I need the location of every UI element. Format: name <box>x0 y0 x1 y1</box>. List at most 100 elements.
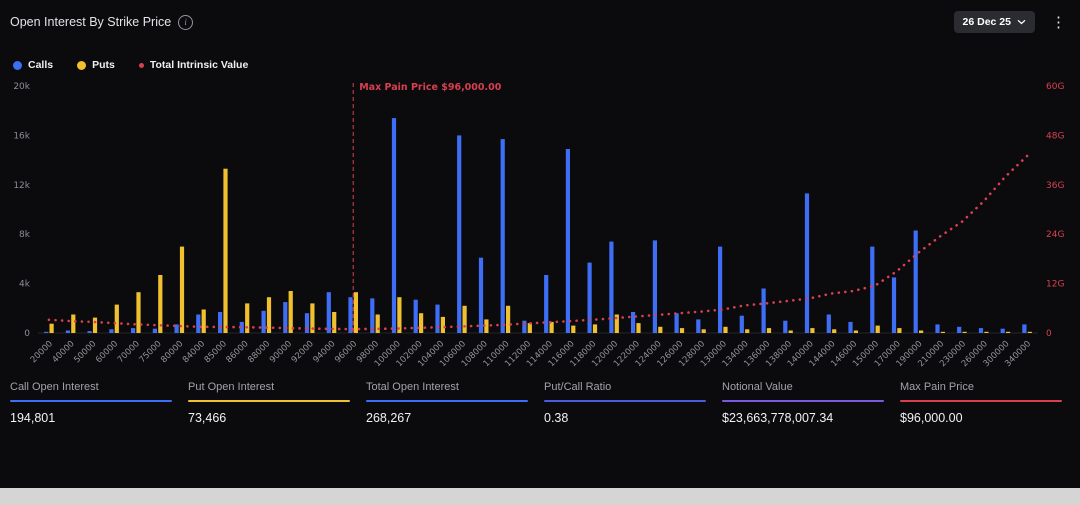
call-bar[interactable] <box>609 241 614 333</box>
legend-item-calls[interactable]: Calls <box>13 59 53 71</box>
call-bar[interactable] <box>587 262 592 333</box>
call-bar[interactable] <box>1022 324 1027 333</box>
call-bar[interactable] <box>565 149 570 333</box>
call-bar[interactable] <box>435 304 440 333</box>
call-bar[interactable] <box>1000 328 1005 333</box>
put-bar[interactable] <box>223 168 228 333</box>
call-bar[interactable] <box>522 320 527 334</box>
call-bar[interactable] <box>239 321 244 333</box>
call-bar[interactable] <box>696 319 701 333</box>
put-bar[interactable] <box>571 325 576 333</box>
call-bar[interactable] <box>283 302 288 333</box>
put-bar[interactable] <box>506 305 511 333</box>
call-bar[interactable] <box>718 246 723 333</box>
call-bar[interactable] <box>957 326 962 333</box>
put-bar[interactable] <box>701 329 706 333</box>
call-bar[interactable] <box>913 230 918 334</box>
put-bar[interactable] <box>832 329 837 333</box>
put-bar[interactable] <box>158 275 163 333</box>
put-bar[interactable] <box>71 314 76 334</box>
expiry-date-selector[interactable]: 26 Dec 25 <box>953 11 1035 33</box>
put-bar[interactable] <box>440 316 445 333</box>
put-bar[interactable] <box>419 313 424 333</box>
call-bar[interactable] <box>804 193 810 333</box>
put-bar[interactable] <box>897 328 902 333</box>
put-bar[interactable] <box>484 319 489 333</box>
put-bar[interactable] <box>984 331 989 333</box>
put-bar[interactable] <box>723 326 728 333</box>
call-bar[interactable] <box>65 330 70 334</box>
call-bar[interactable] <box>109 329 114 333</box>
call-bar[interactable] <box>848 321 853 333</box>
call-bar[interactable] <box>391 118 397 333</box>
put-bar[interactable] <box>810 328 815 333</box>
call-bar[interactable] <box>978 328 984 333</box>
put-bar[interactable] <box>179 246 185 333</box>
put-bar[interactable] <box>288 291 293 333</box>
put-bar[interactable] <box>1027 331 1032 333</box>
call-bar[interactable] <box>652 240 657 333</box>
put-bar[interactable] <box>49 323 54 333</box>
call-bar[interactable] <box>674 313 679 333</box>
put-bar[interactable] <box>745 329 750 333</box>
put-bar[interactable] <box>462 305 467 333</box>
put-bar[interactable] <box>853 330 858 334</box>
call-bar[interactable] <box>131 328 136 333</box>
call-bar[interactable] <box>370 298 375 333</box>
put-bar[interactable] <box>397 297 402 333</box>
call-bar[interactable] <box>174 324 179 333</box>
call-bar[interactable] <box>457 135 462 333</box>
put-bar[interactable] <box>375 314 380 334</box>
info-icon[interactable]: i <box>178 14 194 30</box>
put-bar[interactable] <box>919 330 924 334</box>
call-bar[interactable] <box>739 315 744 333</box>
call-bar[interactable] <box>348 297 353 333</box>
put-bar[interactable] <box>875 325 880 333</box>
call-bar[interactable] <box>304 313 310 333</box>
call-bar[interactable] <box>870 246 875 333</box>
put-bar[interactable] <box>636 323 641 333</box>
call-bar[interactable] <box>87 331 92 333</box>
put-bar[interactable] <box>549 321 554 333</box>
put-bar[interactable] <box>592 324 598 333</box>
put-bar[interactable] <box>614 314 619 334</box>
call-bar[interactable] <box>783 320 788 334</box>
put-bar[interactable] <box>201 309 206 334</box>
put-bar[interactable] <box>136 292 141 333</box>
call-bar[interactable] <box>826 314 831 334</box>
call-bar[interactable] <box>196 314 201 334</box>
put-bar[interactable] <box>962 331 967 333</box>
put-bar[interactable] <box>332 312 337 333</box>
call-bar[interactable] <box>261 310 266 333</box>
call-bar[interactable] <box>891 277 897 333</box>
put-bar[interactable] <box>266 297 272 333</box>
call-bar[interactable] <box>413 299 418 333</box>
put-bar[interactable] <box>245 303 250 333</box>
stat-max-pain-price: Max Pain Price $96,000.00 <box>900 381 1062 425</box>
call-bar[interactable] <box>544 275 549 333</box>
put-bar[interactable] <box>1006 331 1011 333</box>
call-bar[interactable] <box>631 312 636 333</box>
put-bar[interactable] <box>92 317 98 333</box>
call-bar[interactable] <box>326 292 331 333</box>
put-bar[interactable] <box>766 328 772 333</box>
call-bar[interactable] <box>44 331 49 333</box>
call-bar[interactable] <box>500 139 505 333</box>
put-bar[interactable] <box>788 330 793 334</box>
put-bar[interactable] <box>527 323 532 333</box>
stat-underline <box>188 400 350 402</box>
legend-item-intrinsic-value[interactable]: Total Intrinsic Value <box>138 59 248 71</box>
call-bar[interactable] <box>761 288 766 334</box>
put-bar[interactable] <box>114 304 119 333</box>
call-bar[interactable] <box>478 257 484 333</box>
more-menu-icon[interactable]: ⋮ <box>1051 13 1066 31</box>
put-bar[interactable] <box>658 326 663 333</box>
put-bar[interactable] <box>679 328 685 333</box>
call-bar[interactable] <box>218 312 223 333</box>
legend-item-puts[interactable]: Puts <box>77 59 115 71</box>
put-bar[interactable] <box>353 292 358 333</box>
put-bar[interactable] <box>940 331 945 333</box>
put-bar[interactable] <box>310 303 315 333</box>
call-bar[interactable] <box>935 324 940 333</box>
call-bar[interactable] <box>152 328 157 333</box>
